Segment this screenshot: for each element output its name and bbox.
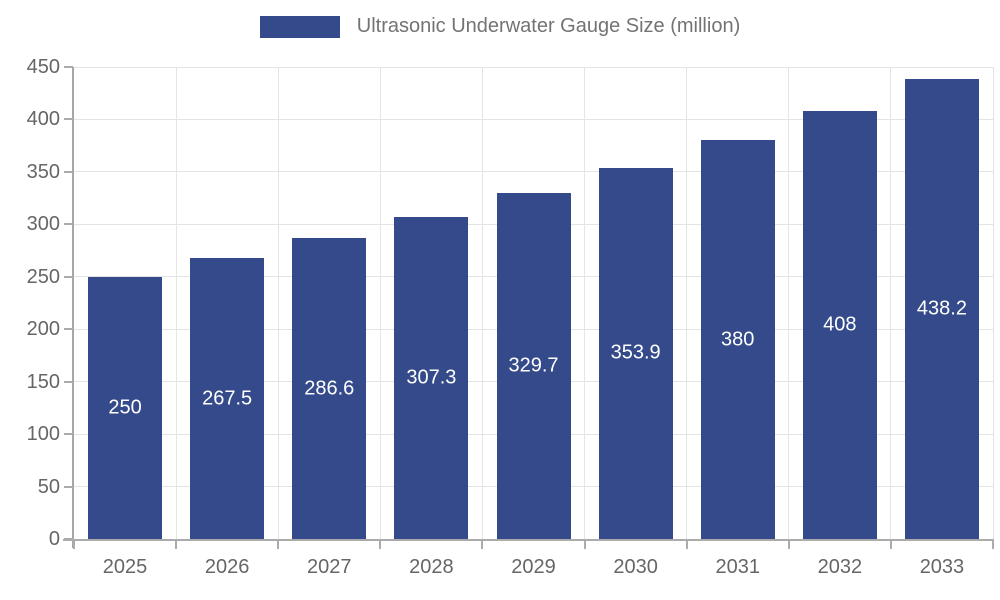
x-tick-label-2033: 2033 [919,556,965,578]
bar-value-label-2032: 408 [823,313,857,336]
y-tick-label-0: 0 [48,528,60,550]
bar-value-label-2030: 353.9 [610,341,661,364]
v-gridline-5 [584,67,586,539]
x-tick-8 [889,541,892,549]
y-tick-label-400: 400 [26,108,60,131]
h-gridline-400 [74,118,993,120]
v-gridline-7 [788,67,790,539]
y-tick-350 [64,170,73,173]
y-tick-400 [64,118,73,121]
bar-2028: 307.3 [394,216,469,539]
bar-2027: 286.6 [292,238,367,539]
x-tick-1 [175,541,178,549]
x-tick-label-2029: 2029 [511,556,556,578]
bar-2032: 408 [802,111,877,539]
bar-2030: 353.9 [598,167,673,539]
y-tick-label-250: 250 [26,265,60,288]
y-tick-label-350: 350 [26,160,60,183]
y-tick-label-100: 100 [26,423,60,446]
bar-2025: 250 [88,276,163,539]
bar-value-label-2026: 267.5 [202,387,253,410]
x-tick-9 [992,541,994,549]
chart-legend: Ultrasonic Underwater Gauge Size (millio… [0,15,1000,38]
y-tick-200 [64,328,73,331]
v-gridline-9 [992,67,994,539]
plot-area: 250 267.5 286.6 307.3 329.7 353.9 380 408 438.2 [64,66,994,549]
x-axis-line [63,539,994,541]
x-tick-0 [73,541,75,549]
h-gridline-450 [74,66,993,68]
y-tick-0 [64,538,73,540]
legend-label: Ultrasonic Underwater Gauge Size (millio… [356,15,741,37]
x-tick-3 [379,541,382,549]
bar-value-label-2027: 286.6 [304,377,355,400]
v-gridline-6 [686,67,688,539]
x-tick-6 [685,541,688,549]
bar-value-label-2029: 329.7 [508,354,559,377]
bar-value-label-2031: 380 [721,328,755,351]
x-tick-label-2032: 2032 [817,556,863,578]
y-tick-label-200: 200 [26,318,60,341]
x-tick-label-2031: 2031 [715,556,760,578]
v-gridline-8 [890,67,892,539]
x-tick-label-2030: 2030 [613,556,658,578]
v-gridline-2 [277,67,279,539]
x-tick-label-2027: 2027 [307,556,352,578]
x-tick-4 [481,541,484,549]
bar-2033: 438.2 [904,79,979,539]
y-tick-250 [64,275,73,278]
h-gridline-350 [74,171,993,173]
x-tick-label-2026: 2026 [204,556,250,578]
bar-2031: 380 [700,140,775,539]
y-tick-label-300: 300 [26,213,60,236]
y-tick-label-150: 150 [26,370,60,393]
legend-swatch [259,15,340,38]
y-tick-label-450: 450 [26,56,60,78]
y-tick-label-50: 50 [37,475,60,498]
v-gridline-3 [379,67,381,539]
y-tick-100 [64,433,73,436]
v-gridline-4 [481,67,483,539]
x-tick-label-2025: 2025 [102,556,148,578]
bar-2026: 267.5 [190,258,265,539]
y-axis-line [72,67,74,548]
y-tick-450 [64,66,73,68]
x-tick-7 [787,541,790,549]
y-tick-300 [64,223,73,226]
bar-value-label-2025: 250 [108,396,142,419]
bar-2029: 329.7 [496,193,571,539]
y-tick-150 [64,380,73,383]
x-tick-5 [583,541,586,549]
x-tick-label-2028: 2028 [409,556,454,578]
bar-value-label-2033: 438.2 [916,297,967,320]
x-tick-2 [277,541,280,549]
v-gridline-1 [175,67,177,539]
y-tick-50 [64,485,73,488]
bar-value-label-2028: 307.3 [406,366,457,389]
